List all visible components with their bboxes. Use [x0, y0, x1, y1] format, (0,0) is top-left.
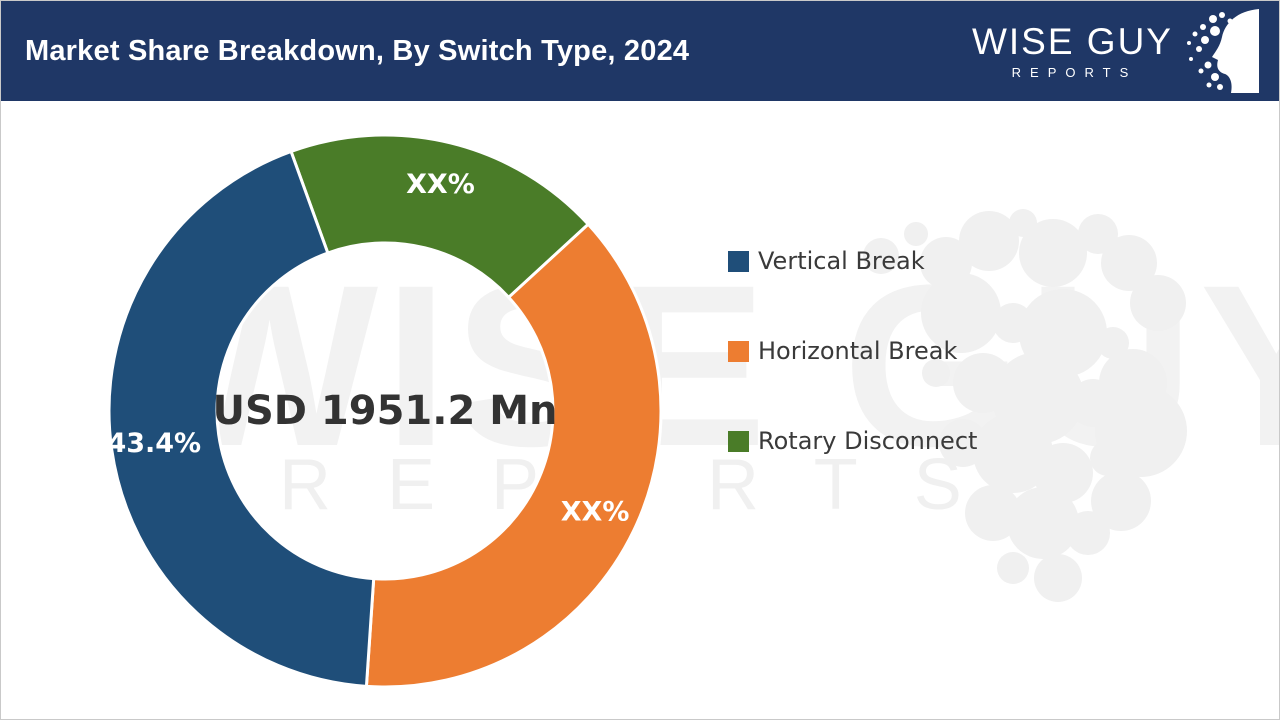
- brand-logo: WISE GUY REPORTS: [972, 7, 1261, 95]
- legend-label: Rotary Disconnect: [758, 427, 978, 455]
- watermark-wordmark: WISE GUY: [161, 237, 1280, 494]
- legend-label: Horizontal Break: [758, 337, 958, 365]
- brand-logo-subtext: REPORTS: [1011, 65, 1138, 80]
- segment-label: 43.4%: [107, 428, 201, 459]
- legend-swatch-horizontal-break: [728, 340, 749, 362]
- donut-segment-vertical-break: [107, 149, 376, 688]
- legend-swatch-vertical-break: [728, 250, 749, 272]
- face-profile-icon: [1187, 9, 1259, 93]
- donut-segment-horizontal-break: [364, 222, 663, 689]
- legend-swatch-rotary-disconnect: [728, 430, 749, 452]
- page-title: Market Share Breakdown, By Switch Type, …: [25, 34, 690, 67]
- legend-item-vertical-break: Vertical Break: [728, 247, 977, 275]
- brand-logo-wordmark: WISE GUY: [971, 21, 1173, 62]
- chart-legend: Vertical Break Horizontal Break Rotary D…: [728, 247, 977, 517]
- legend-label: Vertical Break: [758, 247, 925, 275]
- legend-item-horizontal-break: Horizontal Break: [728, 337, 977, 365]
- segment-label: XX%: [406, 169, 475, 200]
- donut-center-value: USD 1951.2 Mn: [213, 388, 558, 434]
- legend-item-rotary-disconnect: Rotary Disconnect: [728, 427, 977, 455]
- segment-label: XX%: [561, 496, 630, 527]
- brand-logo-text: WISE GUY REPORTS: [972, 23, 1173, 79]
- header-bar: Market Share Breakdown, By Switch Type, …: [1, 1, 1279, 101]
- donut-segment-rotary-disconnect: [289, 133, 591, 300]
